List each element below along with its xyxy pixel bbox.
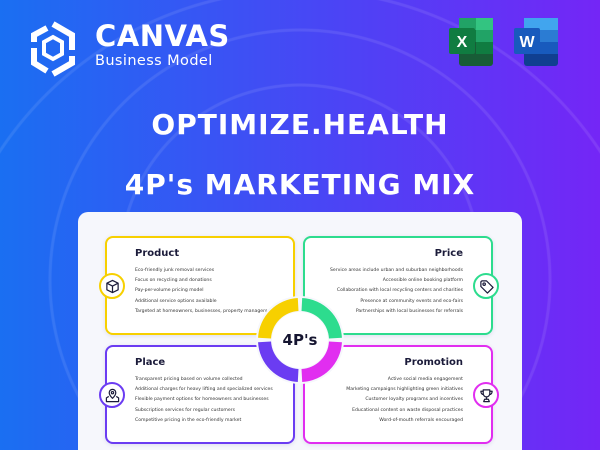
price-ring-segment (301, 298, 342, 339)
list-item: Eco-friendly junk removal services (135, 268, 215, 273)
list-item: Collaboration with local recycling cente… (336, 288, 463, 294)
list-item: Additional service options available (135, 298, 217, 304)
list-item: Transparent pricing based on volume coll… (135, 377, 243, 382)
promotion-title: Promotion (404, 357, 463, 368)
list-item: Additional charges for heavy lifting and… (135, 387, 273, 393)
price-title: Price (434, 248, 463, 259)
list-item: Focus on recycling and donations (135, 278, 212, 284)
brand-subtitle: Business Model (95, 53, 213, 69)
list-item: Presence at community events and eco-fai… (360, 298, 463, 304)
cube-icon (99, 273, 125, 299)
word-icon[interactable]: W (514, 18, 558, 66)
list-item: Educational content on waste disposal pr… (352, 407, 463, 413)
brand: CANVAS Business Model (95, 20, 230, 70)
list-item: Subscription services for regular custom… (135, 407, 235, 413)
place-title: Place (135, 357, 166, 368)
list-item: Active social media engagement (387, 377, 463, 382)
center-circle (272, 312, 328, 368)
promotion-ring-segment (301, 341, 342, 382)
list-item: Marketing campaigns highlighting green i… (346, 387, 463, 393)
page-subtitle: 4P's MARKETING MIX (124, 168, 476, 201)
list-item: Pay-per-volume pricing model (135, 288, 204, 294)
brand-name: CANVAS (95, 19, 230, 53)
price-list: Service areas include urban and suburban… (305, 266, 463, 317)
map-pin-icon (99, 382, 125, 408)
list-item: Targeted at homeowners, businesses, prop… (135, 308, 268, 314)
list-item: Service areas include urban and suburban… (330, 268, 463, 273)
product-title: Product (135, 248, 180, 259)
list-item: Customer loyalty programs and incentives (365, 397, 463, 403)
page-title: OPTIMIZE.HEALTH (151, 108, 449, 141)
word-letter: W (519, 34, 535, 51)
excel-icon[interactable]: X (449, 18, 493, 66)
promotion-list: Active social media engagement Marketing… (305, 375, 463, 426)
list-item: Word-of-mouth referrals encouraged (379, 417, 463, 423)
list-item: Accessible online booking platform (382, 278, 463, 284)
excel-letter: X (457, 34, 468, 51)
place-list: Transparent pricing based on volume coll… (135, 375, 293, 426)
center-label: 4P's (282, 331, 318, 349)
list-item: Competitive pricing in the eco-friendly … (135, 417, 242, 423)
price-box: Price Service areas include urban and su… (303, 236, 493, 335)
product-ring-segment (258, 298, 299, 339)
canvas-logo-icon (31, 21, 75, 77)
place-ring-segment (258, 341, 299, 382)
trophy-icon (473, 382, 499, 408)
product-box: Product Eco-friendly junk removal servic… (105, 236, 295, 335)
list-item: Flexible payment options for homeowners … (135, 397, 269, 403)
price-tag-icon (473, 273, 499, 299)
four-ps-ring (256, 296, 344, 384)
product-list: Eco-friendly junk removal services Focus… (135, 266, 293, 317)
list-item: Partnerships with local businesses for r… (355, 308, 463, 314)
